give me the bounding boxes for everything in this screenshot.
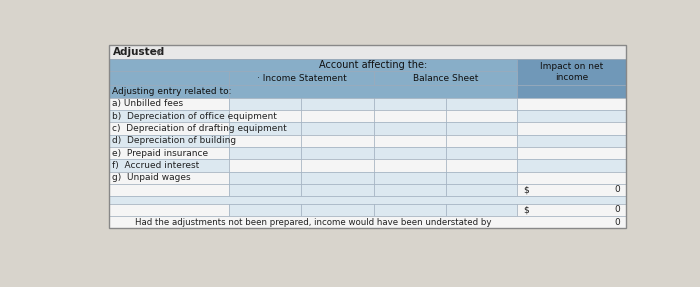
Text: · Income Statement: · Income Statement — [257, 74, 346, 83]
Bar — [374, 135, 446, 147]
Bar — [230, 85, 517, 98]
Bar — [109, 204, 230, 216]
Bar — [374, 172, 446, 184]
Bar — [230, 135, 300, 147]
Bar — [109, 122, 230, 135]
Text: b)  Depreciation of office equipment: b) Depreciation of office equipment — [112, 112, 277, 121]
Bar — [88, 34, 630, 48]
Text: 0: 0 — [614, 185, 620, 195]
Bar — [446, 204, 517, 216]
Bar — [374, 98, 446, 110]
Bar — [300, 159, 375, 172]
Bar — [109, 159, 230, 172]
Bar — [300, 172, 375, 184]
Bar — [517, 135, 626, 147]
Bar — [517, 184, 626, 196]
Bar — [230, 172, 300, 184]
Bar — [109, 85, 230, 98]
Bar — [446, 172, 517, 184]
Bar — [517, 147, 626, 159]
Bar — [517, 59, 626, 85]
Text: d)  Depreciation of building: d) Depreciation of building — [112, 136, 237, 145]
Bar — [446, 147, 517, 159]
Bar — [517, 172, 626, 184]
Bar — [230, 184, 300, 196]
Text: Impact on net
income: Impact on net income — [540, 63, 603, 82]
Bar — [300, 135, 375, 147]
Bar — [230, 159, 300, 172]
Text: ▾: ▾ — [155, 47, 160, 57]
Bar — [300, 110, 375, 122]
Bar — [374, 122, 446, 135]
Bar — [446, 98, 517, 110]
Bar — [109, 135, 230, 147]
Bar — [446, 122, 517, 135]
Bar — [517, 98, 626, 110]
Text: g)  Unpaid wages: g) Unpaid wages — [112, 173, 191, 182]
Text: Adjusting entry related to:: Adjusting entry related to: — [112, 87, 232, 96]
Bar — [517, 110, 626, 122]
Bar — [446, 110, 517, 122]
Bar — [230, 71, 374, 85]
Bar — [300, 204, 375, 216]
Text: e)  Prepaid insurance: e) Prepaid insurance — [112, 148, 209, 158]
Bar — [109, 110, 230, 122]
Bar — [109, 71, 230, 85]
Bar — [230, 204, 300, 216]
Bar — [109, 196, 626, 204]
Bar — [300, 184, 375, 196]
Bar — [109, 184, 230, 196]
Bar — [230, 147, 300, 159]
Bar — [374, 204, 446, 216]
Bar — [374, 110, 446, 122]
Bar — [446, 184, 517, 196]
Bar — [109, 45, 626, 59]
Text: Account affecting the:: Account affecting the: — [319, 60, 427, 70]
Bar — [374, 184, 446, 196]
Bar — [109, 216, 626, 228]
Bar — [300, 147, 375, 159]
Bar — [374, 147, 446, 159]
Bar — [300, 98, 375, 110]
Bar — [446, 159, 517, 172]
Bar — [109, 147, 230, 159]
Text: $: $ — [523, 205, 528, 214]
Bar — [109, 59, 517, 71]
Bar — [300, 122, 375, 135]
Bar — [109, 45, 626, 228]
Text: f)  Accrued interest: f) Accrued interest — [112, 161, 200, 170]
Bar — [230, 98, 300, 110]
Text: a) Unbilled fees: a) Unbilled fees — [112, 99, 183, 108]
Text: Adjusted: Adjusted — [113, 47, 165, 57]
Bar — [374, 71, 517, 85]
Text: Balance Sheet: Balance Sheet — [413, 74, 478, 83]
Bar — [517, 85, 626, 98]
Text: $: $ — [523, 185, 528, 195]
Text: 0: 0 — [614, 205, 620, 214]
Bar — [230, 122, 300, 135]
Bar — [446, 135, 517, 147]
Bar — [109, 172, 230, 184]
Bar — [517, 122, 626, 135]
Bar — [230, 110, 300, 122]
Bar — [517, 159, 626, 172]
Bar — [109, 98, 230, 110]
Text: Had the adjustments not been prepared, income would have been understated by: Had the adjustments not been prepared, i… — [135, 218, 491, 227]
Text: c)  Depreciation of drafting equipment: c) Depreciation of drafting equipment — [112, 124, 287, 133]
Text: 0: 0 — [614, 218, 620, 227]
Bar — [517, 204, 626, 216]
Bar — [374, 159, 446, 172]
